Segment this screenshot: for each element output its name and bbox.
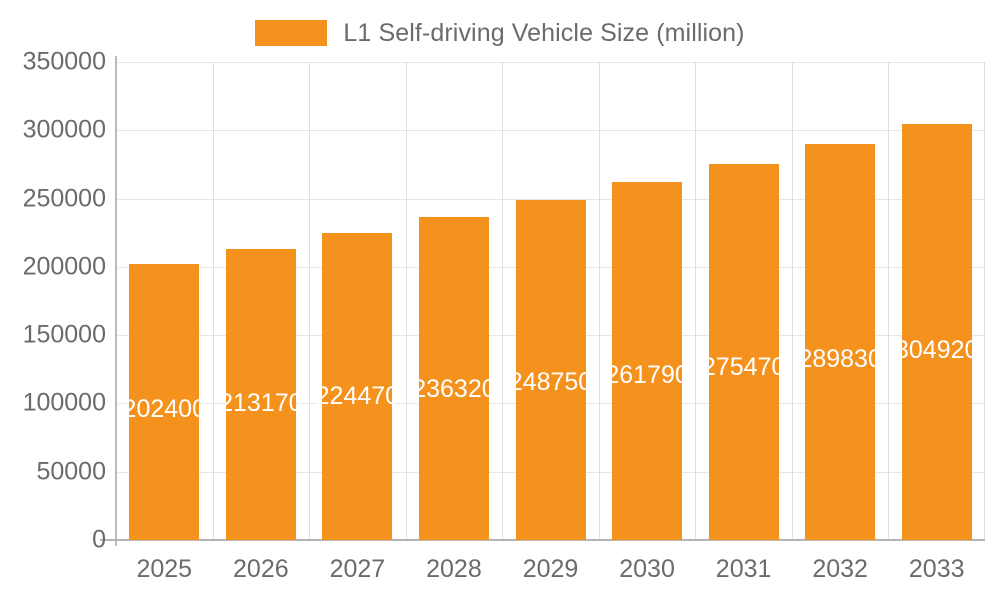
legend-color-swatch — [255, 20, 328, 46]
x-axis-tick-label: 2027 — [329, 555, 386, 583]
y-axis-line — [115, 56, 117, 546]
gridline-vertical — [502, 62, 503, 540]
x-axis-tick-label: 2032 — [812, 555, 868, 583]
x-axis-tick-label: 2033 — [908, 555, 965, 583]
gridline-vertical — [888, 62, 889, 540]
x-axis-tick-label: 2029 — [522, 555, 579, 583]
legend-label: L1 Self-driving Vehicle Size (million) — [343, 18, 745, 47]
y-axis-tick-label: 0 — [92, 525, 106, 554]
gridline-vertical — [406, 62, 407, 540]
gridline-horizontal — [116, 62, 985, 63]
bar[interactable]: 213170 — [219, 248, 303, 540]
gridline-vertical — [213, 62, 214, 540]
bar[interactable]: 289830 — [798, 144, 882, 540]
gridline-horizontal — [116, 198, 985, 200]
gridline-vertical — [599, 62, 600, 540]
bar-value-label: 213170 — [219, 388, 303, 417]
bar-value-label: 261790 — [605, 360, 689, 389]
bar[interactable]: 248750 — [509, 200, 592, 540]
x-axis-tick-label: 2026 — [233, 555, 289, 583]
bar-value-label: 248750 — [508, 368, 593, 397]
chart-legend[interactable]: L1 Self-driving Vehicle Size (million) — [0, 14, 1000, 52]
y-axis-tick-label: 250000 — [22, 184, 106, 213]
y-axis-tick-label: 150000 — [22, 320, 106, 349]
gridline-vertical — [309, 62, 310, 540]
bars-container: 202400 213170 224470 236320 248750 261790 2754… — [116, 62, 985, 540]
gridline-vertical — [792, 62, 793, 540]
bar-value-label: 289830 — [798, 344, 882, 373]
bar[interactable]: 261790 — [605, 182, 689, 540]
gridline-horizontal — [116, 130, 985, 132]
bar-value-label: 304920 — [895, 336, 979, 365]
bar-value-label: 202400 — [122, 394, 206, 423]
x-axis-line — [100, 539, 985, 541]
bar-value-label: 275470 — [701, 353, 786, 381]
gridline-vertical — [695, 62, 696, 540]
bar[interactable]: 304920 — [895, 123, 978, 540]
x-axis-tick-label: 2028 — [426, 555, 482, 583]
y-axis-tick-label: 300000 — [22, 115, 106, 144]
gridline-vertical — [984, 62, 985, 540]
bar-value-label: 224470 — [315, 382, 400, 411]
x-axis-tick-label: 2031 — [715, 555, 772, 583]
x-axis-tick-label: 2025 — [136, 555, 193, 583]
y-axis-tick-label: 200000 — [22, 252, 106, 281]
bar-value-label: 236320 — [412, 375, 496, 404]
y-axis-tick-label: 100000 — [22, 388, 106, 417]
bar[interactable]: 275470 — [702, 163, 785, 540]
bar[interactable]: 202400 — [123, 263, 206, 540]
x-axis-tick-label: 2030 — [619, 555, 675, 583]
bar[interactable]: 236320 — [412, 217, 496, 540]
bar[interactable]: 224470 — [316, 233, 399, 540]
y-axis-tick-label: 50000 — [36, 457, 106, 486]
